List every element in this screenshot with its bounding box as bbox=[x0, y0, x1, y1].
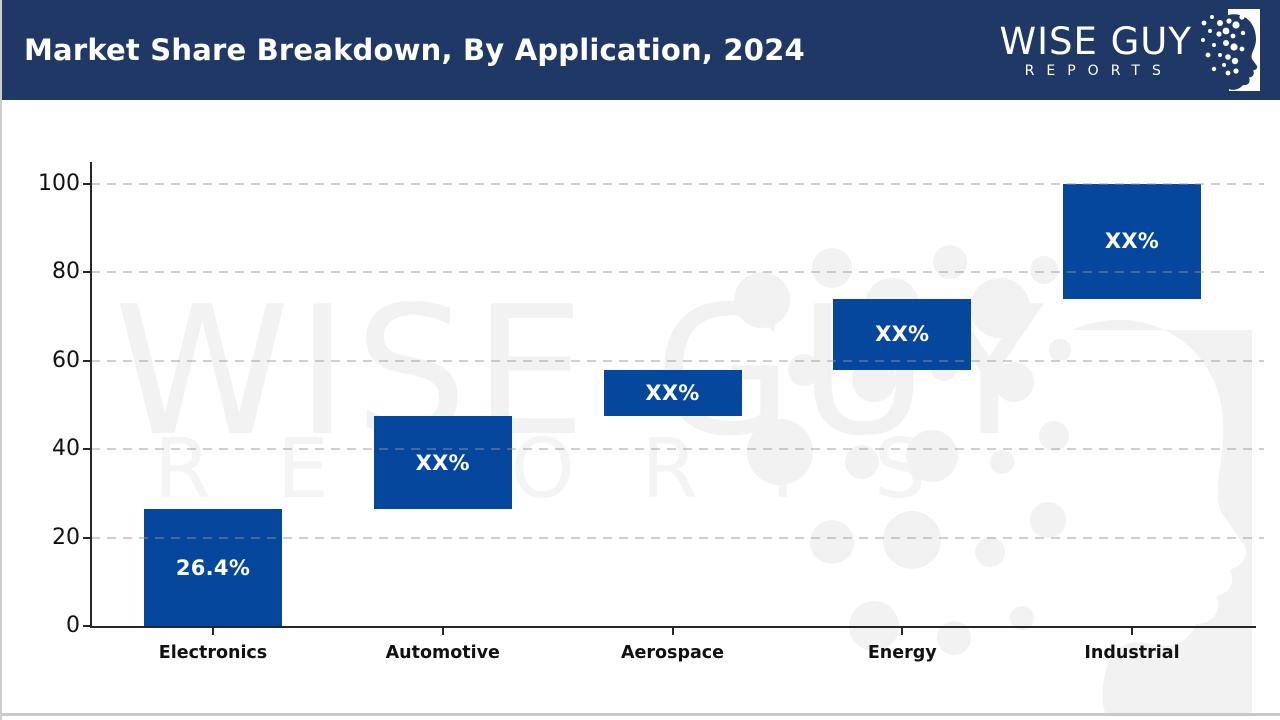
x-axis-tick bbox=[441, 628, 444, 635]
x-axis bbox=[90, 626, 1256, 628]
bar-energy: XX% bbox=[833, 298, 972, 370]
wise-guy-logo: WISE GUY REPORTS bbox=[1000, 9, 1260, 91]
y-axis-label: 80 bbox=[52, 259, 80, 285]
y-axis-tick bbox=[83, 183, 90, 185]
y-axis-label: 40 bbox=[52, 436, 80, 462]
x-axis-label: Electronics bbox=[158, 643, 268, 663]
x-axis-label: Energy bbox=[867, 643, 937, 663]
chart-area: WISE GUY REPORTS 0 20 40 60 80 100 26.4% Electr… bbox=[2, 100, 1280, 714]
header-bar: Market Share Breakdown, By Application, … bbox=[2, 0, 1280, 100]
y-axis-tick bbox=[83, 625, 90, 627]
gridline bbox=[91, 359, 1264, 362]
logo-wordmark: WISE GUY bbox=[999, 19, 1192, 63]
y-axis-label: 0 bbox=[66, 613, 80, 638]
bar-value-label: XX% bbox=[1104, 229, 1160, 254]
y-axis-tick bbox=[83, 536, 90, 539]
bottom-rule bbox=[2, 713, 1280, 716]
x-axis-label: Automotive bbox=[385, 643, 500, 663]
x-axis-label: Aerospace bbox=[620, 643, 725, 663]
y-axis-tick bbox=[83, 271, 90, 274]
gridline bbox=[91, 448, 1264, 451]
x-axis-label: Industrial bbox=[1084, 643, 1180, 663]
y-axis bbox=[90, 162, 92, 628]
gridline bbox=[91, 183, 1264, 185]
bar-industrial: XX% bbox=[1063, 184, 1201, 299]
bar-value-label: 26.4% bbox=[175, 555, 251, 580]
gridline bbox=[91, 271, 1264, 274]
y-axis-tick bbox=[83, 448, 90, 451]
bar-aerospace: XX% bbox=[603, 369, 742, 417]
x-axis-tick bbox=[901, 628, 904, 635]
bar-value-label: XX% bbox=[875, 322, 930, 347]
y-axis-tick bbox=[83, 359, 90, 362]
y-axis-label: 60 bbox=[52, 347, 80, 373]
logo-text: WISE GUY REPORTS bbox=[1000, 23, 1192, 78]
x-axis-tick bbox=[1131, 628, 1133, 635]
page-title: Market Share Breakdown, By Application, … bbox=[24, 33, 805, 67]
gridline bbox=[91, 536, 1264, 539]
logo-subtext: REPORTS bbox=[1024, 62, 1173, 79]
logo-head-icon bbox=[1201, 9, 1260, 91]
bar-value-label: XX% bbox=[645, 380, 700, 405]
bar-value-label: XX% bbox=[415, 450, 470, 475]
bar-electronics: 26.4% bbox=[144, 509, 282, 626]
x-axis-tick bbox=[212, 628, 214, 635]
y-axis-label: 100 bbox=[38, 171, 80, 196]
y-axis-label: 20 bbox=[52, 524, 80, 550]
bar-automotive: XX% bbox=[373, 416, 512, 510]
x-axis-tick bbox=[671, 628, 674, 635]
